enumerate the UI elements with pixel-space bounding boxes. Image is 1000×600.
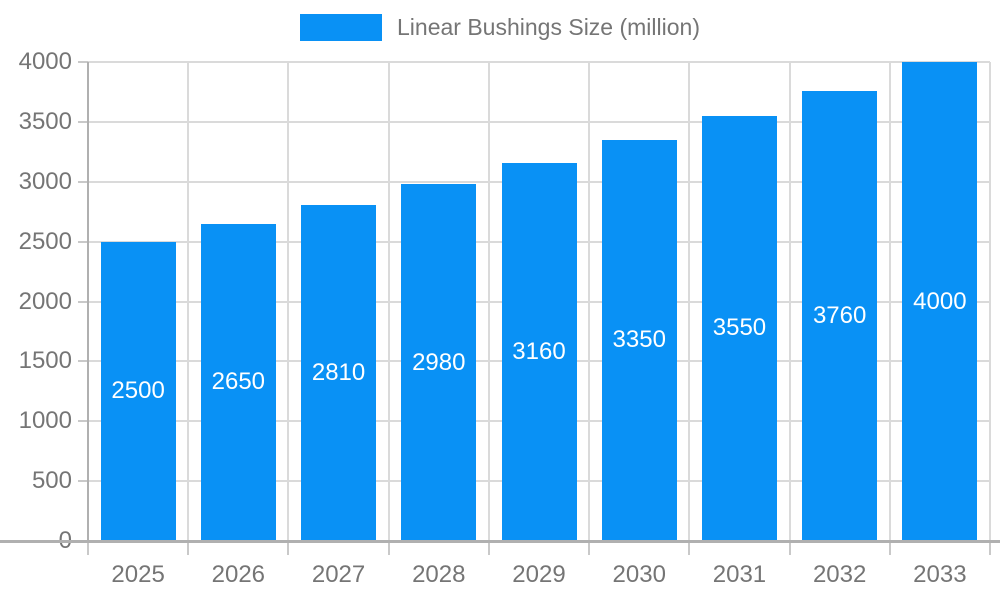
x-axis-tick [588, 541, 591, 555]
y-axis-tick [78, 240, 88, 243]
y-axis-tick-label: 1000 [18, 407, 72, 435]
x-axis-tick-label: 2030 [612, 561, 666, 588]
x-gridline [888, 62, 891, 541]
x-axis-tick [788, 541, 791, 555]
x-axis-tick-label: 2025 [111, 561, 165, 588]
bar [200, 223, 276, 541]
y-axis-tick-label: 4000 [18, 48, 72, 75]
bar-value-label: 2980 [412, 348, 466, 376]
x-axis-tick-label: 2032 [812, 561, 867, 588]
y-axis-tick [78, 180, 88, 183]
bar-value-label: 2810 [311, 358, 366, 386]
bar [301, 204, 377, 541]
x-axis-tick [87, 541, 89, 555]
x-axis-line [0, 540, 1000, 543]
y-axis-tick-label: 2000 [18, 287, 72, 315]
x-gridline [688, 62, 691, 541]
x-axis-tick-label: 2031 [712, 561, 767, 588]
x-axis-tick [888, 541, 891, 555]
y-axis-tick-label: 1500 [18, 347, 72, 375]
bar-value-label: 3760 [812, 301, 867, 329]
x-axis-tick-label: 2029 [512, 561, 566, 588]
legend-label: Linear Bushings Size (million) [397, 14, 700, 40]
y-axis-tick-label: 500 [31, 467, 72, 495]
x-axis-tick [387, 541, 390, 555]
y-axis-tick [78, 360, 88, 363]
y-axis-tick [78, 61, 88, 63]
x-axis-tick [989, 541, 991, 555]
y-gridline [88, 61, 990, 63]
chart-legend: Linear Bushings Size (million) [0, 14, 1000, 41]
x-axis-tick [187, 541, 190, 555]
x-axis-tick-label: 2033 [913, 561, 967, 588]
bar-value-label: 2500 [111, 377, 165, 405]
x-gridline [588, 62, 591, 541]
y-axis-tick-label: 3500 [18, 107, 72, 135]
bar [802, 90, 878, 541]
x-axis-tick-label: 2026 [211, 561, 266, 588]
x-gridline [187, 62, 190, 541]
y-axis-tick [78, 300, 88, 303]
bar [601, 139, 677, 541]
bar-value-label: 3160 [512, 337, 566, 365]
y-axis-tick [78, 420, 88, 423]
x-gridline [989, 62, 991, 541]
bar [701, 115, 777, 541]
bar [401, 184, 477, 541]
y-axis-tick [78, 120, 88, 123]
x-axis-tick [487, 541, 490, 555]
bar-value-label: 4000 [913, 287, 967, 315]
x-gridline [788, 62, 791, 541]
x-axis-tick [688, 541, 691, 555]
x-gridline [387, 62, 390, 541]
bar-value-label: 3550 [712, 314, 767, 342]
x-axis-tick-label: 2028 [412, 561, 466, 588]
x-gridline [487, 62, 490, 541]
legend-swatch [300, 14, 383, 41]
x-gridline [287, 62, 290, 541]
bar [902, 62, 978, 541]
x-axis-tick-label: 2027 [311, 561, 366, 588]
x-axis-tick [287, 541, 290, 555]
bar-value-label: 3350 [612, 326, 666, 354]
y-axis-tick-label: 2500 [18, 227, 72, 255]
bar [501, 162, 577, 541]
bar [100, 241, 176, 541]
y-axis-line [87, 62, 89, 542]
y-gridline [88, 120, 990, 123]
bar-value-label: 2650 [211, 368, 266, 396]
y-axis-tick [78, 480, 88, 483]
y-axis-tick-label: 3000 [18, 167, 72, 195]
